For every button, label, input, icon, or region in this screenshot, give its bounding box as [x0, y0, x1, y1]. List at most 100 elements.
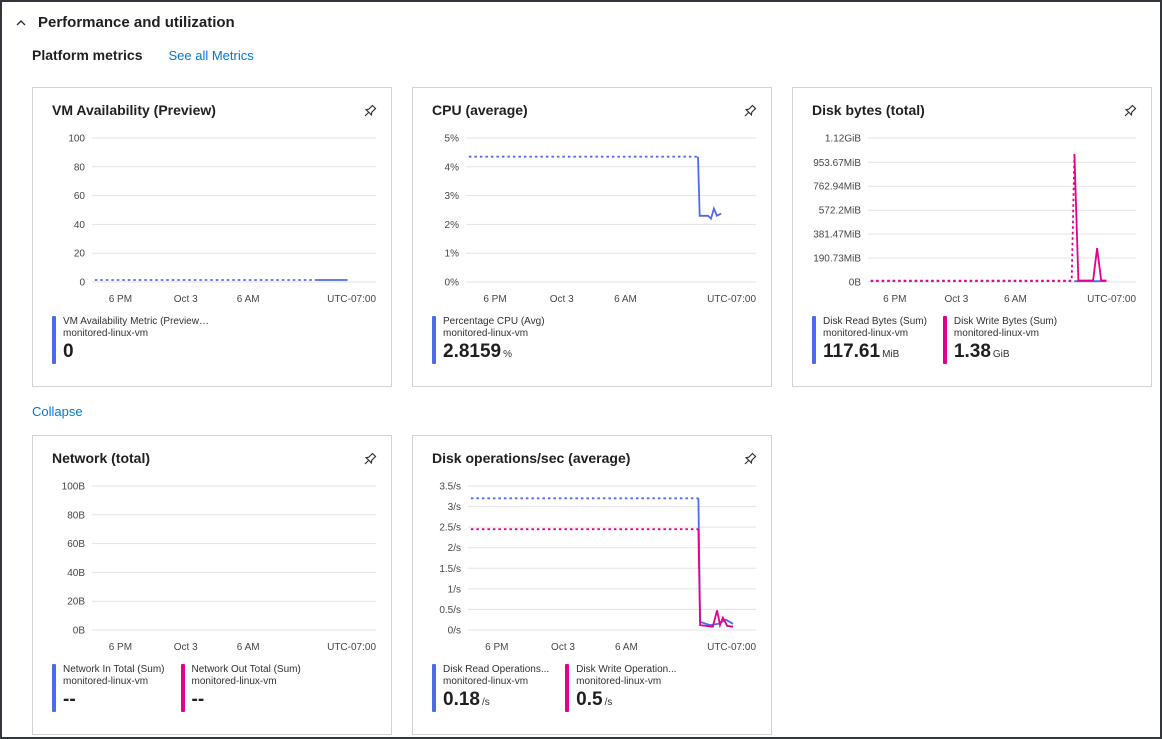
metric-card-disk-bytes[interactable]: Disk bytes (total) 1.12GiB 953.67MiB 762.9…: [792, 87, 1152, 387]
svg-text:1%: 1%: [445, 249, 460, 260]
legend-row: Percentage CPU (Avg) monitored-linux-vm …: [432, 316, 760, 365]
platform-metrics-label: Platform metrics: [32, 47, 143, 63]
svg-text:UTC-07:00: UTC-07:00: [707, 642, 756, 653]
legend-metric-name: Disk Read Operations...: [443, 664, 550, 675]
svg-text:190.73MiB: 190.73MiB: [813, 254, 861, 265]
legend-metric-name: Network In Total (Sum): [63, 664, 165, 675]
disk-bytes-chart: 1.12GiB 953.67MiB 762.94MiB 572.2MiB 381.47M…: [813, 134, 1136, 306]
svg-text:6 PM: 6 PM: [883, 294, 906, 305]
svg-text:0.5/s: 0.5/s: [439, 605, 461, 616]
pin-icon[interactable]: [738, 100, 760, 122]
legend-text: Network Out Total (Sum) monitored-linux-…: [192, 664, 301, 713]
svg-text:Oct 3: Oct 3: [174, 294, 198, 305]
svg-text:6 AM: 6 AM: [237, 294, 260, 305]
legend-item[interactable]: Network In Total (Sum) monitored-linux-v…: [52, 664, 165, 713]
legend-value: 0.5/s: [576, 689, 613, 710]
legend-metric-name: Disk Write Bytes (Sum): [953, 316, 1058, 327]
svg-text:762.94MiB: 762.94MiB: [813, 182, 861, 193]
legend-resource-name: monitored-linux-vm: [443, 676, 529, 687]
network-chart: 100B 80B 60B 40B 20B 0B 6 PM Oct 3 6 AM UTC-07:00: [62, 482, 377, 654]
legend-text: Disk Read Bytes (Sum) monitored-linux-vm…: [823, 316, 927, 365]
cpu-chart: 5% 4% 3% 2% 1% 0% 6 PM Oct 3 6 AM UTC-07:00: [445, 134, 757, 306]
svg-text:100: 100: [68, 134, 85, 145]
legend-text: Percentage CPU (Avg) monitored-linux-vm …: [443, 316, 545, 365]
svg-text:3%: 3%: [445, 191, 460, 202]
see-all-metrics-link[interactable]: See all Metrics: [168, 47, 254, 63]
collapse-link[interactable]: Collapse: [32, 404, 83, 419]
svg-text:5%: 5%: [445, 134, 460, 145]
svg-text:60: 60: [74, 191, 86, 202]
legend-row: Network In Total (Sum) monitored-linux-v…: [52, 664, 380, 713]
legend-metric-name: Disk Write Operation...: [576, 664, 677, 675]
svg-text:6 AM: 6 AM: [614, 294, 637, 305]
collapse-row: Collapse: [32, 403, 1160, 421]
legend-resource-name: monitored-linux-vm: [63, 676, 149, 687]
svg-text:UTC-07:00: UTC-07:00: [1087, 294, 1136, 305]
svg-text:20B: 20B: [67, 597, 85, 608]
svg-text:100B: 100B: [62, 482, 86, 493]
svg-text:6 PM: 6 PM: [483, 294, 506, 305]
legend-item[interactable]: Disk Read Bytes (Sum) monitored-linux-vm…: [812, 316, 927, 365]
metric-card-cpu[interactable]: CPU (average) 5% 4% 3% 2% 1% 0% 6 PM Oct 3 6 AM U…: [412, 87, 772, 387]
legend-item[interactable]: Network Out Total (Sum) monitored-linux-…: [180, 664, 301, 713]
pin-icon[interactable]: [358, 100, 380, 122]
legend-metric-name: VM Availability Metric (Preview) (Min): [63, 316, 211, 327]
metric-card-network[interactable]: Network (total) 100B 80B 60B 40B 20B 0B 6 PM Oc…: [32, 435, 392, 735]
legend-color-bar: [52, 664, 56, 712]
legend-item[interactable]: Disk Write Bytes (Sum) monitored-linux-v…: [942, 316, 1057, 365]
section-title: Performance and utilization: [38, 14, 235, 31]
svg-text:6 PM: 6 PM: [109, 642, 132, 653]
legend-color-bar: [52, 316, 56, 364]
legend-item[interactable]: Disk Write Operation... monitored-linux-…: [565, 664, 677, 713]
card-title: Disk bytes (total): [812, 102, 925, 118]
card-header: Network (total): [46, 448, 380, 470]
disk-operations-chart: 3.5/s 3/s 2.5/s 2/s 1.5/s 1/s 0.5/s 0/s 6 PM Oct …: [439, 482, 756, 654]
svg-text:1.5/s: 1.5/s: [439, 564, 461, 575]
svg-text:0/s: 0/s: [448, 626, 461, 637]
legend-unit: /s: [604, 697, 613, 708]
legend-value: --: [191, 689, 205, 710]
svg-text:0: 0: [79, 278, 85, 289]
svg-text:6 AM: 6 AM: [237, 642, 260, 653]
legend-color-bar: [942, 316, 947, 364]
svg-text:6 PM: 6 PM: [109, 294, 132, 305]
legend-text: Disk Write Bytes (Sum) monitored-linux-v…: [954, 316, 1057, 365]
legend-row: VM Availability Metric (Preview) (Min) m…: [52, 316, 380, 365]
legend-color-bar: [432, 316, 436, 364]
legend-value: 117.61 MiB: [823, 341, 900, 362]
legend-text: Disk Read Operations... monitored-linux-…: [443, 664, 549, 713]
metric-card-vm-availability[interactable]: VM Availability (Preview) 100 80 60 40 20 0 6 …: [32, 87, 392, 387]
svg-text:1.12GiB: 1.12GiB: [825, 134, 861, 145]
svg-text:1/s: 1/s: [448, 584, 461, 595]
section-header: Performance and utilization: [2, 2, 1160, 31]
card-title: CPU (average): [432, 102, 528, 118]
svg-text:Oct 3: Oct 3: [174, 642, 198, 653]
svg-text:2/s: 2/s: [448, 543, 461, 554]
svg-text:0%: 0%: [445, 278, 460, 289]
legend-item[interactable]: Percentage CPU (Avg) monitored-linux-vm …: [432, 316, 545, 365]
pin-icon[interactable]: [738, 448, 760, 470]
legend-metric-name: Network Out Total (Sum): [191, 664, 301, 675]
metrics-row-1: VM Availability (Preview) 100 80 60 40 20 0 6 …: [32, 87, 1160, 387]
legend-metric-name: Percentage CPU (Avg): [443, 316, 545, 327]
svg-text:3/s: 3/s: [448, 502, 461, 513]
svg-text:2%: 2%: [445, 220, 460, 231]
card-header: Disk operations/sec (average): [426, 448, 760, 470]
pin-icon[interactable]: [1118, 100, 1140, 122]
legend-unit: /s: [481, 697, 490, 708]
legend-unit: MiB: [882, 349, 900, 360]
svg-text:40B: 40B: [67, 568, 85, 579]
legend-item[interactable]: Disk Read Operations... monitored-linux-…: [432, 664, 549, 713]
legend-value: 0: [63, 341, 74, 362]
metric-card-disk-operations[interactable]: Disk operations/sec (average) 3.5/s 3/s 2.…: [412, 435, 772, 735]
legend-item[interactable]: VM Availability Metric (Preview) (Min) m…: [52, 316, 211, 365]
svg-text:953.67MiB: 953.67MiB: [813, 158, 861, 169]
legend-color-bar: [565, 664, 570, 712]
legend-value: 1.38 GiB: [953, 341, 1010, 362]
legend-text: Network In Total (Sum) monitored-linux-v…: [63, 664, 165, 713]
svg-text:80: 80: [74, 162, 86, 173]
pin-icon[interactable]: [358, 448, 380, 470]
collapse-section-chevron-icon[interactable]: [14, 16, 28, 30]
svg-text:6 PM: 6 PM: [485, 642, 508, 653]
legend-value: 2.8159%: [443, 341, 513, 362]
